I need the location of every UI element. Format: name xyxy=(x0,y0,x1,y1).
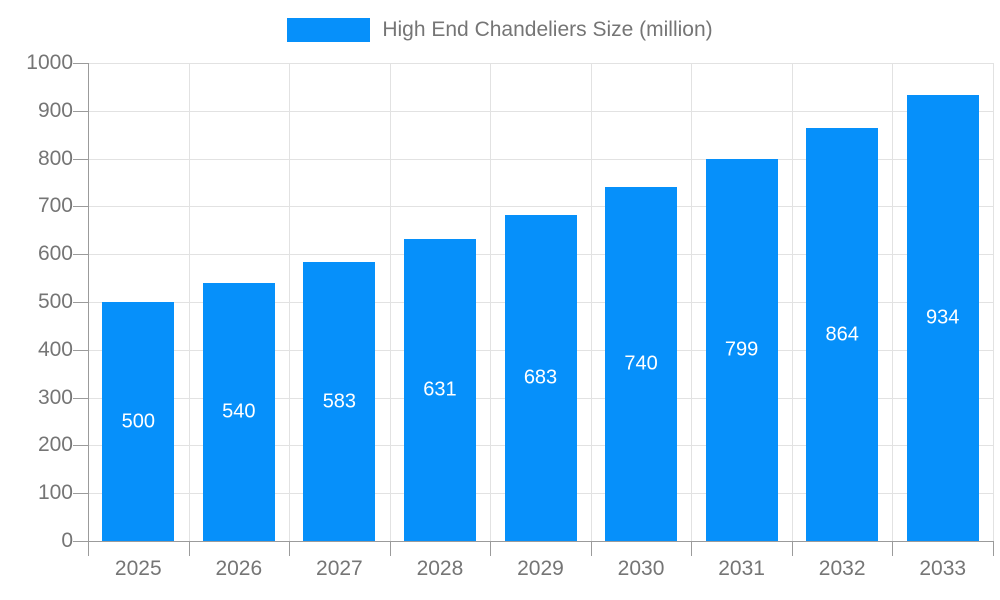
x-axis-line xyxy=(88,541,993,542)
x-axis-tick-label: 2027 xyxy=(316,557,363,580)
bar[interactable]: 683 xyxy=(504,214,577,541)
gridline-vertical xyxy=(892,63,894,541)
x-axis-tick xyxy=(993,541,994,556)
x-axis-tick xyxy=(892,541,894,556)
y-axis-tick xyxy=(73,445,88,447)
x-axis-tick xyxy=(188,541,190,556)
bar-value-label: 864 xyxy=(825,323,859,345)
gridline-horizontal xyxy=(88,63,993,64)
gridline-vertical xyxy=(791,63,793,541)
x-axis-tick xyxy=(289,541,291,556)
x-axis-tick xyxy=(88,541,89,556)
y-axis-tick-label: 100 xyxy=(37,481,73,505)
y-axis-tick-label: 200 xyxy=(37,433,73,457)
gridline-horizontal xyxy=(88,206,993,208)
y-axis-line xyxy=(88,63,89,556)
y-axis-tick xyxy=(73,493,88,495)
bar-value-label: 799 xyxy=(724,338,759,361)
y-axis-tick-label: 700 xyxy=(37,194,73,218)
legend-swatch[interactable] xyxy=(287,18,371,42)
gridline-vertical xyxy=(691,63,693,541)
bar-value-label: 934 xyxy=(926,306,960,329)
x-axis-tick xyxy=(389,541,391,556)
x-axis-tick xyxy=(691,541,693,556)
gridline-vertical xyxy=(490,63,492,541)
y-axis-tick xyxy=(73,349,88,351)
x-axis-tick xyxy=(590,541,592,556)
x-axis-tick-label: 2031 xyxy=(718,557,765,580)
x-axis-tick xyxy=(490,541,492,556)
y-axis-tick xyxy=(73,158,88,160)
gridline-vertical xyxy=(590,63,592,541)
bar[interactable]: 799 xyxy=(705,159,778,541)
y-axis-tick-label: 1000 xyxy=(26,51,73,74)
x-axis-tick-label: 2028 xyxy=(416,557,464,580)
x-axis-tick-label: 2032 xyxy=(818,557,866,580)
plot-area: 500 540 583 631 683 740 799 864 934 xyxy=(88,63,994,541)
y-axis-tick-label: 300 xyxy=(37,385,73,409)
y-axis-tick-label: 600 xyxy=(37,242,73,266)
x-axis-tick xyxy=(791,541,793,556)
y-axis-tick xyxy=(73,206,88,208)
bar[interactable]: 864 xyxy=(806,128,879,541)
bar-value-label: 500 xyxy=(121,410,155,432)
legend-label[interactable]: High End Chandeliers Size (million) xyxy=(382,18,713,41)
x-axis-tick-label: 2030 xyxy=(617,557,665,580)
bar[interactable]: 934 xyxy=(906,94,979,541)
gridline-horizontal xyxy=(88,110,993,112)
gridline-vertical xyxy=(289,63,291,541)
y-axis-tick-label: 0 xyxy=(61,529,73,552)
x-axis-tick-label: 2025 xyxy=(114,557,162,580)
bar-value-label: 583 xyxy=(322,390,357,413)
y-axis-tick xyxy=(73,541,88,542)
bar[interactable]: 740 xyxy=(605,187,678,541)
bar[interactable]: 540 xyxy=(202,282,275,541)
gridline-vertical xyxy=(188,63,190,541)
bar-value-label: 740 xyxy=(624,352,658,375)
bar[interactable]: 583 xyxy=(303,262,376,541)
bar-value-label: 631 xyxy=(423,378,457,401)
bar-value-label: 683 xyxy=(523,366,558,389)
y-axis-tick xyxy=(73,397,88,399)
y-axis-tick-label: 500 xyxy=(37,290,73,313)
y-axis-tick xyxy=(73,63,88,64)
gridline-vertical xyxy=(389,63,391,541)
gridline-vertical xyxy=(993,63,994,541)
y-axis-tick-label: 800 xyxy=(37,146,73,170)
y-axis-tick xyxy=(73,302,88,303)
bar-value-label: 540 xyxy=(222,400,256,423)
bar[interactable]: 500 xyxy=(102,302,175,541)
bar[interactable]: 631 xyxy=(403,239,476,541)
x-axis-tick-label: 2033 xyxy=(919,557,967,580)
x-axis-tick-label: 2026 xyxy=(215,557,263,580)
y-axis-tick xyxy=(73,254,88,256)
legend: High End Chandeliers Size (million) xyxy=(0,18,1000,42)
y-axis-tick-label: 400 xyxy=(37,337,73,361)
y-axis-tick xyxy=(73,110,88,112)
y-axis-tick-label: 900 xyxy=(37,98,73,122)
x-axis-tick-label: 2029 xyxy=(517,557,564,580)
gridline-horizontal xyxy=(88,158,993,160)
